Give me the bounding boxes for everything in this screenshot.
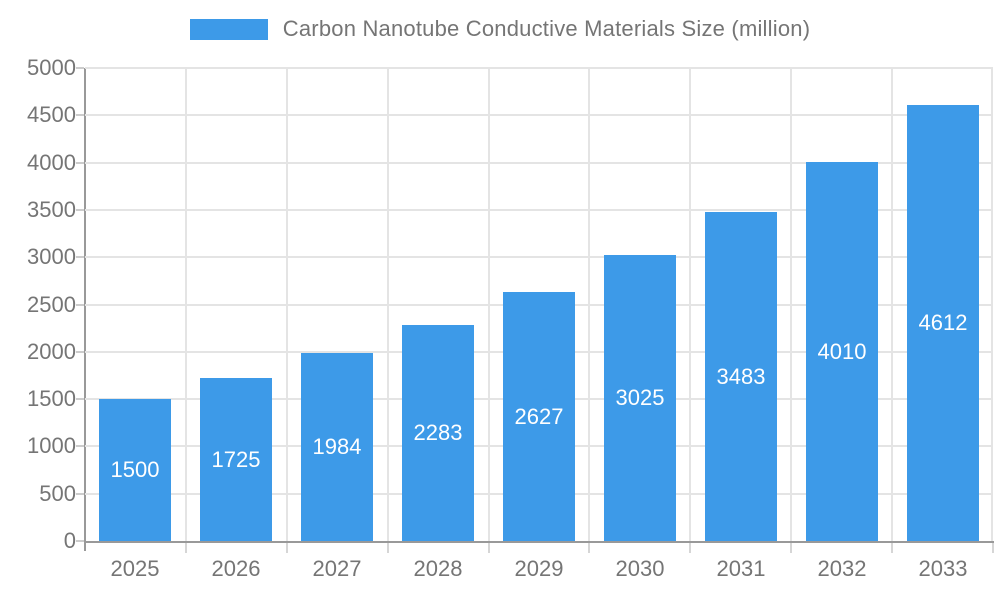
x-axis-tick: [891, 543, 893, 553]
y-axis-tick: [76, 208, 84, 211]
legend-swatch: [189, 18, 268, 40]
x-tick-label: 2028: [413, 556, 463, 581]
y-axis-tick: [76, 161, 84, 164]
y-tick-label: 3500: [27, 196, 76, 222]
bar-value-label: 1725: [211, 446, 261, 472]
x-tick-label: 2032: [817, 556, 867, 581]
bar: 1500: [99, 399, 171, 541]
v-gridline: [488, 68, 490, 541]
y-tick-label: 2500: [27, 291, 76, 317]
x-tick-label: 2029: [514, 556, 564, 581]
bar: 3483: [705, 212, 777, 541]
legend-label: Carbon Nanotube Conductive Materials Siz…: [282, 16, 811, 41]
plot-area: 1500 1725 1984 2283 2627 3025 3483 4010 4612: [85, 67, 993, 541]
legend: Carbon Nanotube Conductive Materials Siz…: [0, 16, 1000, 42]
bar-value-label: 1500: [110, 457, 160, 482]
y-axis-tick: [76, 303, 84, 306]
h-gridline: [85, 67, 993, 69]
x-axis-tick: [689, 543, 691, 553]
h-gridline: [85, 161, 993, 164]
v-gridline: [790, 68, 792, 541]
h-gridline: [85, 114, 993, 117]
v-gridline: [991, 68, 993, 541]
x-tick-label: 2025: [110, 556, 160, 581]
y-axis-tick: [76, 445, 84, 448]
bar-value-label: 4612: [918, 310, 968, 335]
y-axis-tick: [76, 492, 84, 495]
bar-value-label: 4010: [817, 338, 867, 364]
y-tick-label: 3000: [27, 244, 76, 270]
bar-value-label: 3025: [615, 385, 665, 410]
y-tick-label: 1000: [27, 433, 76, 459]
x-axis-tick: [488, 543, 490, 553]
bar-value-label: 2283: [413, 420, 463, 445]
h-gridline: [85, 256, 993, 259]
v-gridline: [891, 68, 893, 541]
bar: 1725: [200, 378, 272, 541]
x-tick-label: 2030: [615, 556, 665, 581]
x-axis-tick: [588, 543, 590, 553]
y-tick-label: 5000: [27, 55, 76, 80]
x-axis-tick: [286, 543, 288, 553]
bar: 4010: [806, 162, 878, 541]
bar-value-label: 1984: [312, 434, 362, 459]
y-axis-tick: [76, 256, 84, 259]
y-axis-line: [84, 68, 86, 551]
y-tick-label: 4500: [27, 102, 76, 128]
h-gridline: [85, 208, 993, 211]
y-axis-tick: [76, 114, 84, 117]
y-axis-tick: [76, 350, 84, 353]
x-tick-label: 2027: [312, 556, 362, 581]
x-tick-label: 2026: [211, 556, 261, 581]
bar: 2283: [402, 325, 474, 541]
bar-value-label: 3483: [716, 363, 766, 389]
v-gridline: [286, 68, 288, 541]
bar: 3025: [604, 255, 676, 541]
y-tick-label: 500: [39, 480, 76, 506]
x-tick-label: 2033: [918, 556, 968, 581]
bar: 4612: [907, 105, 979, 541]
y-axis-tick: [76, 540, 84, 542]
v-gridline: [387, 68, 389, 541]
x-axis-tick: [992, 543, 994, 553]
y-tick-label: 1500: [27, 386, 76, 412]
v-gridline: [689, 68, 691, 541]
y-axis-tick: [76, 398, 84, 401]
y-axis-tick: [76, 67, 84, 69]
bar-value-label: 2627: [514, 403, 564, 429]
x-axis-line: [84, 541, 994, 543]
v-gridline: [185, 68, 187, 541]
y-tick-label: 4000: [27, 149, 76, 175]
x-axis-tick: [185, 543, 187, 553]
y-tick-label: 2000: [27, 338, 76, 364]
bar: 1984: [301, 353, 373, 541]
x-axis-tick: [387, 543, 389, 553]
bar: 2627: [503, 292, 575, 541]
y-tick-label: 0: [63, 528, 76, 553]
x-tick-label: 2031: [716, 556, 766, 581]
x-axis-tick: [790, 543, 792, 553]
v-gridline: [588, 68, 590, 541]
